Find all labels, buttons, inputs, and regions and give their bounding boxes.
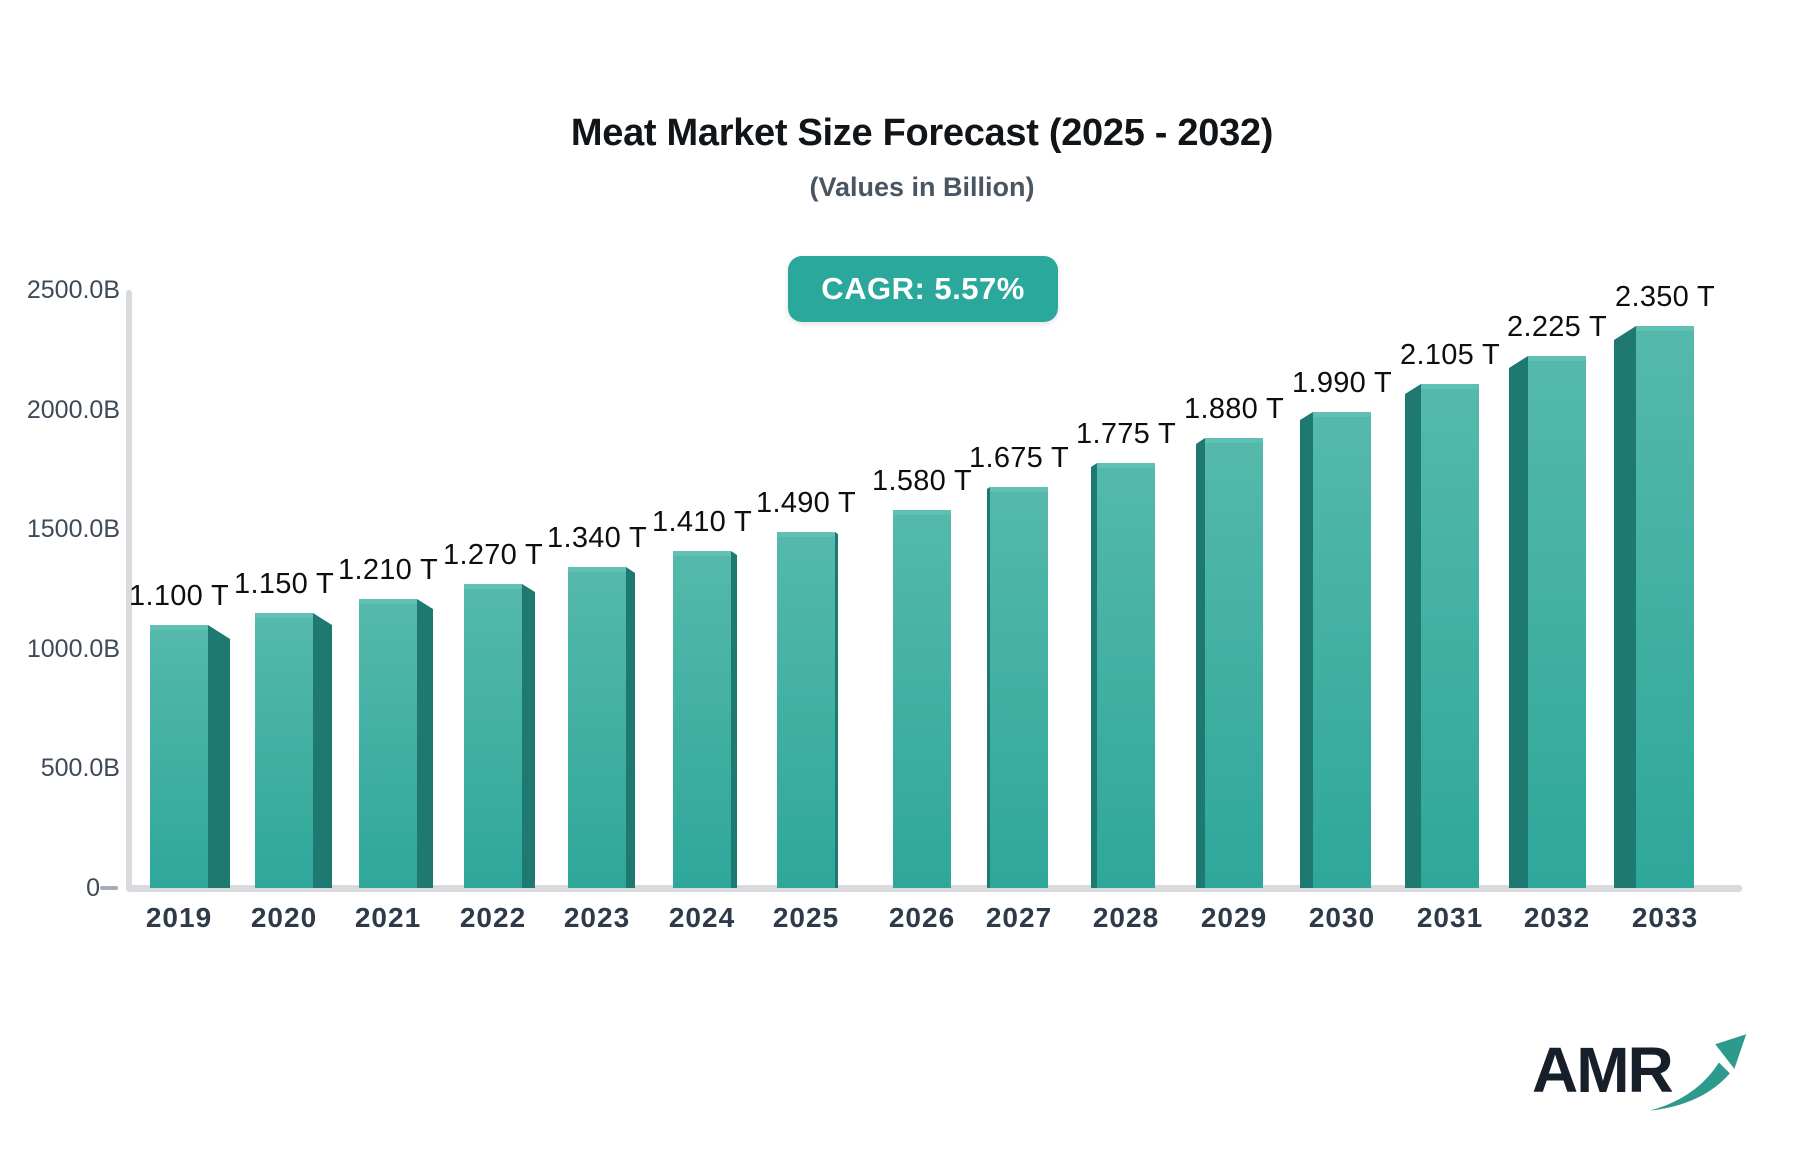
bar-top-edge (893, 510, 951, 515)
x-axis-label-2031: 2031 (1416, 902, 1484, 933)
x-axis-label-2022: 2022 (459, 902, 527, 933)
y-axis-tick-label: 500.0B (40, 754, 120, 783)
bar-2032 (1528, 356, 1586, 888)
x-axis-label-2033: 2033 (1631, 902, 1699, 933)
bar-top-edge (568, 567, 626, 572)
cagr-badge-label: CAGR: 5.57% (821, 271, 1025, 306)
bar-2030 (1313, 412, 1371, 888)
y-axis-tick-label: 2000.0B (26, 395, 120, 424)
bar-2023 (568, 567, 626, 888)
x-axis-label-2020: 2020 (250, 902, 318, 933)
zero-tick-mark (100, 886, 118, 890)
bar-value-label-2032: 2.225 T (1507, 311, 1607, 343)
bar-top-edge (1097, 463, 1155, 468)
bar-top-edge (464, 584, 522, 589)
bar-value-label-2025: 1.490 T (756, 487, 856, 519)
bar-2029 (1205, 438, 1263, 888)
bar-top-edge (777, 532, 835, 537)
bar-value-label-2024: 1.410 T (652, 506, 752, 538)
x-axis-label-2032: 2032 (1523, 902, 1591, 933)
y-axis-line (126, 290, 132, 891)
bar-3d-side-2033 (1614, 326, 1636, 888)
bar-3d-side-2023 (626, 567, 635, 888)
cagr-badge: CAGR: 5.57% (788, 256, 1058, 322)
bar-top-edge (255, 613, 313, 618)
bar-top-edge (1636, 326, 1694, 331)
x-axis-label-2024: 2024 (668, 902, 736, 933)
chart-subtitle: (Values in Billion) (809, 172, 1035, 202)
amr-logo: AMR (1532, 1026, 1747, 1121)
bar-value-label-2033: 2.350 T (1615, 281, 1715, 313)
bar-2026 (893, 510, 951, 888)
bar-3d-side-2022 (522, 584, 535, 888)
bar-value-label-2027: 1.675 T (969, 442, 1069, 474)
bar-top-edge (1313, 412, 1371, 417)
bar-value-label-2023: 1.340 T (547, 522, 647, 554)
y-axis-tick-label: 2500.0B (26, 276, 120, 304)
x-axis-line (126, 885, 1742, 892)
bar-3d-side-2028 (1091, 463, 1097, 888)
bar-3d-side-2031 (1405, 384, 1421, 888)
bar-top-edge (1205, 438, 1263, 443)
bar-2020 (255, 613, 313, 888)
x-axis-label-2025: 2025 (772, 902, 840, 933)
bar-2022 (464, 584, 522, 888)
x-axis-label-2026: 2026 (888, 902, 956, 933)
bar-value-label-2019: 1.100 T (129, 580, 229, 612)
y-axis-tick-label: 0 (86, 874, 100, 902)
bar-3d-side-2021 (417, 599, 433, 888)
bar-top-edge (359, 599, 417, 604)
bar-3d-side-2027 (987, 487, 990, 888)
bar-value-label-2030: 1.990 T (1292, 367, 1392, 399)
x-axis-label-2028: 2028 (1092, 902, 1160, 933)
chart-title: Meat Market Size Forecast (2025 - 2032) (570, 112, 1274, 154)
x-axis-label-2021: 2021 (354, 902, 422, 933)
bar-top-edge (990, 487, 1048, 492)
bar-top-edge (1528, 356, 1586, 361)
x-axis-label-2019: 2019 (145, 902, 213, 933)
bar-top-edge (1421, 384, 1479, 389)
amr-logo-text: AMR (1532, 1034, 1674, 1106)
bar-value-label-2026: 1.580 T (872, 465, 972, 497)
bar-2024 (673, 551, 731, 888)
bar-top-edge (673, 551, 731, 556)
bar-2033 (1636, 326, 1694, 888)
bar-value-label-2020: 1.150 T (234, 568, 334, 600)
bar-value-label-2021: 1.210 T (338, 554, 438, 586)
x-axis-label-2023: 2023 (563, 902, 631, 933)
bar-2028 (1097, 463, 1155, 888)
bar-3d-side-2024 (731, 551, 737, 888)
bar-value-label-2031: 2.105 T (1400, 339, 1500, 371)
x-axis-label-2027: 2027 (985, 902, 1053, 933)
bar-2031 (1421, 384, 1479, 888)
bar-2019 (150, 625, 208, 888)
bar-3d-side-2030 (1300, 412, 1313, 888)
bar-value-label-2029: 1.880 T (1184, 393, 1284, 425)
y-axis-tick-label: 1000.0B (26, 634, 120, 663)
bar-value-label-2022: 1.270 T (443, 539, 543, 571)
bar-3d-side-2019 (208, 625, 230, 888)
bar-3d-side-2032 (1509, 356, 1528, 888)
growth-arrow-icon (1649, 1034, 1747, 1111)
bar-2021 (359, 599, 417, 888)
x-axis-label-2030: 2030 (1308, 902, 1376, 933)
bar-3d-side-2025 (835, 532, 838, 888)
bar-3d-side-2020 (313, 613, 332, 888)
y-axis-tick-label: 1500.0B (26, 515, 120, 544)
bar-3d-side-2029 (1196, 438, 1205, 888)
bar-top-edge (150, 625, 208, 630)
x-axis-label-2029: 2029 (1200, 902, 1268, 933)
bar-value-label-2028: 1.775 T (1076, 418, 1176, 450)
bar-2025 (777, 532, 835, 888)
bar-2027 (990, 487, 1048, 888)
